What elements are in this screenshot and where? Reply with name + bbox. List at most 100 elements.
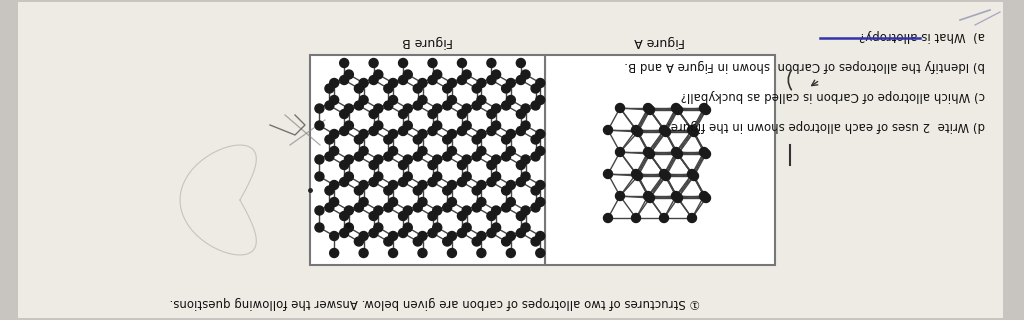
Circle shape: [315, 223, 324, 232]
Circle shape: [536, 180, 545, 189]
Circle shape: [462, 121, 471, 130]
Circle shape: [659, 213, 669, 222]
Circle shape: [374, 223, 383, 232]
Circle shape: [472, 84, 481, 93]
Circle shape: [502, 152, 511, 161]
Circle shape: [340, 59, 348, 68]
Circle shape: [442, 203, 452, 212]
Circle shape: [447, 95, 457, 105]
Circle shape: [492, 155, 501, 164]
Circle shape: [369, 161, 378, 170]
Circle shape: [701, 194, 711, 203]
Circle shape: [388, 95, 397, 105]
Circle shape: [699, 103, 709, 113]
Circle shape: [447, 249, 457, 258]
Circle shape: [531, 101, 540, 110]
Circle shape: [418, 95, 427, 105]
Circle shape: [354, 237, 364, 246]
Circle shape: [462, 70, 471, 79]
Circle shape: [699, 148, 709, 156]
Circle shape: [472, 237, 481, 246]
Circle shape: [325, 101, 334, 110]
Circle shape: [531, 152, 540, 161]
Circle shape: [428, 126, 437, 135]
Circle shape: [398, 161, 408, 170]
Circle shape: [643, 103, 652, 113]
Circle shape: [414, 186, 422, 195]
Circle shape: [418, 231, 427, 241]
Circle shape: [388, 78, 397, 87]
Circle shape: [369, 178, 378, 187]
Circle shape: [340, 178, 348, 187]
Circle shape: [418, 78, 427, 87]
Circle shape: [536, 249, 545, 258]
Circle shape: [662, 172, 671, 180]
Circle shape: [477, 130, 486, 139]
Circle shape: [428, 178, 437, 187]
Circle shape: [486, 109, 496, 118]
Circle shape: [506, 147, 515, 156]
Circle shape: [477, 147, 486, 156]
Circle shape: [521, 223, 530, 232]
Circle shape: [472, 152, 481, 161]
Circle shape: [472, 203, 481, 212]
Circle shape: [689, 127, 698, 137]
Circle shape: [536, 231, 545, 241]
Circle shape: [442, 101, 452, 110]
Circle shape: [428, 59, 437, 68]
Circle shape: [374, 121, 383, 130]
Circle shape: [458, 178, 467, 187]
Circle shape: [403, 223, 413, 232]
Circle shape: [442, 237, 452, 246]
Circle shape: [359, 130, 368, 139]
Circle shape: [384, 101, 393, 110]
Circle shape: [672, 103, 681, 113]
Text: b) Identify the allotropes of Carbon  shown in Figure A and B.: b) Identify the allotropes of Carbon sho…: [625, 59, 985, 71]
Circle shape: [472, 186, 481, 195]
Circle shape: [340, 109, 348, 118]
Circle shape: [486, 228, 496, 237]
Circle shape: [325, 203, 334, 212]
Circle shape: [521, 206, 530, 215]
Circle shape: [384, 135, 393, 144]
Circle shape: [344, 223, 353, 232]
Circle shape: [433, 104, 441, 113]
Circle shape: [645, 194, 654, 203]
Circle shape: [458, 76, 467, 84]
Circle shape: [340, 126, 348, 135]
Circle shape: [433, 172, 441, 181]
Circle shape: [458, 161, 467, 170]
Circle shape: [536, 197, 545, 206]
Circle shape: [315, 206, 324, 215]
Text: a)  What is allotropy?: a) What is allotropy?: [859, 28, 985, 42]
Circle shape: [477, 249, 486, 258]
Bar: [545, 55, 775, 265]
Circle shape: [325, 186, 334, 195]
Circle shape: [659, 170, 669, 179]
Circle shape: [388, 197, 397, 206]
Circle shape: [414, 101, 422, 110]
Circle shape: [502, 237, 511, 246]
Circle shape: [398, 126, 408, 135]
Circle shape: [442, 152, 452, 161]
Circle shape: [398, 59, 408, 68]
Circle shape: [462, 104, 471, 113]
Circle shape: [384, 186, 393, 195]
Circle shape: [340, 212, 348, 220]
Circle shape: [506, 95, 515, 105]
Bar: [310, 55, 545, 265]
Circle shape: [354, 101, 364, 110]
Circle shape: [330, 147, 339, 156]
Circle shape: [344, 70, 353, 79]
Circle shape: [506, 180, 515, 189]
Circle shape: [344, 206, 353, 215]
Circle shape: [477, 197, 486, 206]
Circle shape: [536, 78, 545, 87]
Circle shape: [687, 213, 696, 222]
Circle shape: [359, 147, 368, 156]
Circle shape: [388, 180, 397, 189]
Circle shape: [615, 148, 625, 156]
Circle shape: [398, 109, 408, 118]
Circle shape: [344, 155, 353, 164]
Circle shape: [384, 203, 393, 212]
